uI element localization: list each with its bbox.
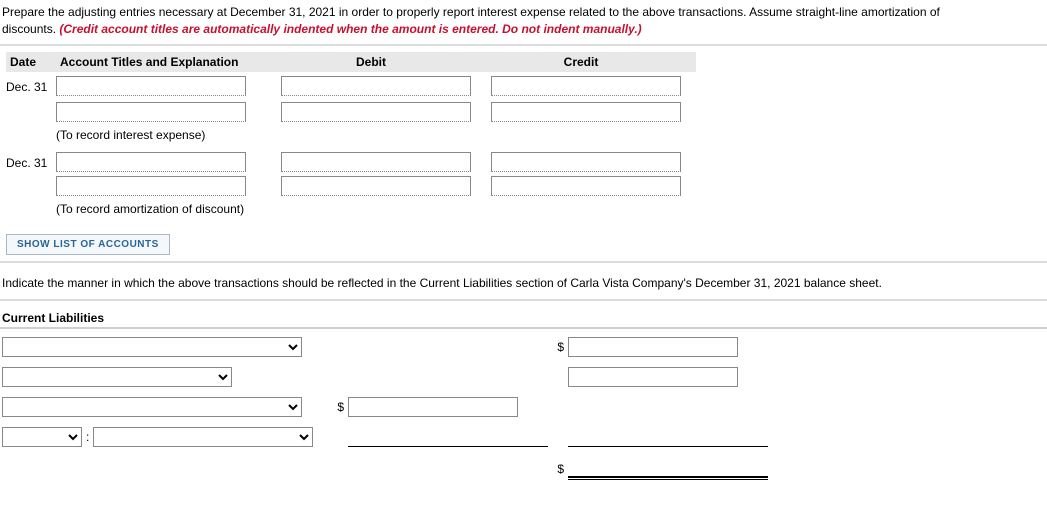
debit-input[interactable] (281, 176, 471, 196)
journal-row: Dec. 31 (6, 72, 696, 100)
account-input[interactable] (56, 102, 246, 122)
debit-input[interactable] (281, 76, 471, 96)
account-input[interactable] (56, 176, 246, 196)
amount-input[interactable] (348, 397, 518, 417)
instructions: Prepare the adjusting entries necessary … (0, 4, 1047, 42)
header-account: Account Titles and Explanation (56, 52, 266, 72)
divider (0, 261, 1047, 263)
journal-note-row: (To record amortization of discount) (6, 198, 696, 224)
total-input[interactable] (568, 457, 768, 477)
liability-select[interactable] (2, 427, 82, 447)
amount-input[interactable] (568, 367, 738, 387)
credit-input[interactable] (491, 76, 681, 96)
divider (0, 44, 1047, 46)
journal-row: Dec. 31 (6, 150, 696, 174)
journal-note-row: (To record interest expense) (6, 124, 696, 150)
entry-note: (To record amortization of discount) (56, 200, 266, 222)
instructions-line2a: discounts. (2, 22, 59, 36)
amount-input[interactable] (348, 427, 548, 447)
debit-input[interactable] (281, 102, 471, 122)
journal-header-row: Date Account Titles and Explanation Debi… (6, 52, 696, 72)
current-liabilities-heading: Current Liabilities (0, 307, 1047, 327)
journal-row (6, 100, 696, 124)
liability-select[interactable] (2, 367, 232, 387)
date-cell: Dec. 31 (6, 152, 56, 172)
divider (0, 299, 1047, 301)
instructions-line2b: (Credit account titles are automatically… (59, 22, 641, 36)
header-debit: Debit (266, 52, 476, 72)
credit-input[interactable] (491, 176, 681, 196)
dollar-label: $ (552, 340, 564, 354)
dollar-label: $ (332, 400, 344, 414)
liability-select[interactable] (2, 337, 302, 357)
amount-input[interactable] (568, 337, 738, 357)
indicate-text: Indicate the manner in which the above t… (0, 269, 1047, 300)
credit-input[interactable] (491, 102, 681, 122)
journal-row (6, 174, 696, 198)
entry-note: (To record interest expense) (56, 126, 266, 148)
date-cell: Dec. 31 (6, 76, 56, 96)
journal-entry-area: Date Account Titles and Explanation Debi… (6, 52, 696, 224)
show-list-button[interactable]: SHOW LIST OF ACCOUNTS (6, 234, 170, 255)
liability-select[interactable] (2, 397, 302, 417)
account-input[interactable] (56, 152, 246, 172)
dollar-label: $ (552, 462, 564, 476)
header-credit: Credit (476, 52, 686, 72)
instructions-line1: Prepare the adjusting entries necessary … (2, 5, 940, 19)
current-liabilities-grid: $ $ : $ (0, 337, 1047, 480)
amount-input[interactable] (568, 427, 768, 447)
account-input[interactable] (56, 76, 246, 96)
divider (0, 327, 1047, 329)
header-date: Date (6, 52, 56, 72)
liability-select[interactable] (93, 427, 313, 447)
colon-label: : (86, 430, 89, 444)
credit-input[interactable] (491, 152, 681, 172)
debit-input[interactable] (281, 152, 471, 172)
